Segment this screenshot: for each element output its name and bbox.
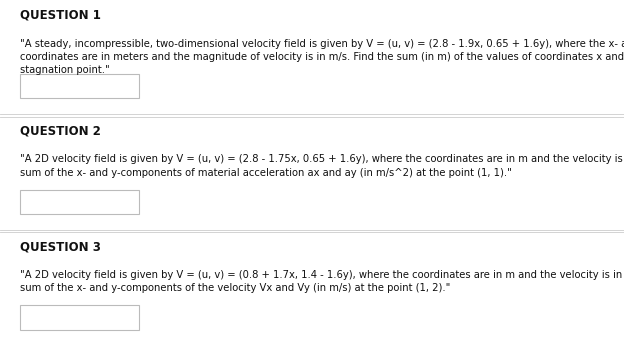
Text: QUESTION 2: QUESTION 2 [20,125,101,138]
FancyBboxPatch shape [20,305,139,330]
FancyBboxPatch shape [20,190,139,214]
Text: "A steady, incompressible, two-dimensional velocity field is given by V = (u, v): "A steady, incompressible, two-dimension… [20,39,624,75]
Text: QUESTION 1: QUESTION 1 [20,9,101,22]
Text: QUESTION 3: QUESTION 3 [20,240,101,253]
FancyBboxPatch shape [20,74,139,98]
Text: "A 2D velocity field is given by V = (u, v) = (2.8 - 1.75x, 0.65 + 1.6y), where : "A 2D velocity field is given by V = (u,… [20,154,624,178]
Text: "A 2D velocity field is given by V = (u, v) = (0.8 + 1.7x, 1.4 - 1.6y), where th: "A 2D velocity field is given by V = (u,… [20,270,624,293]
